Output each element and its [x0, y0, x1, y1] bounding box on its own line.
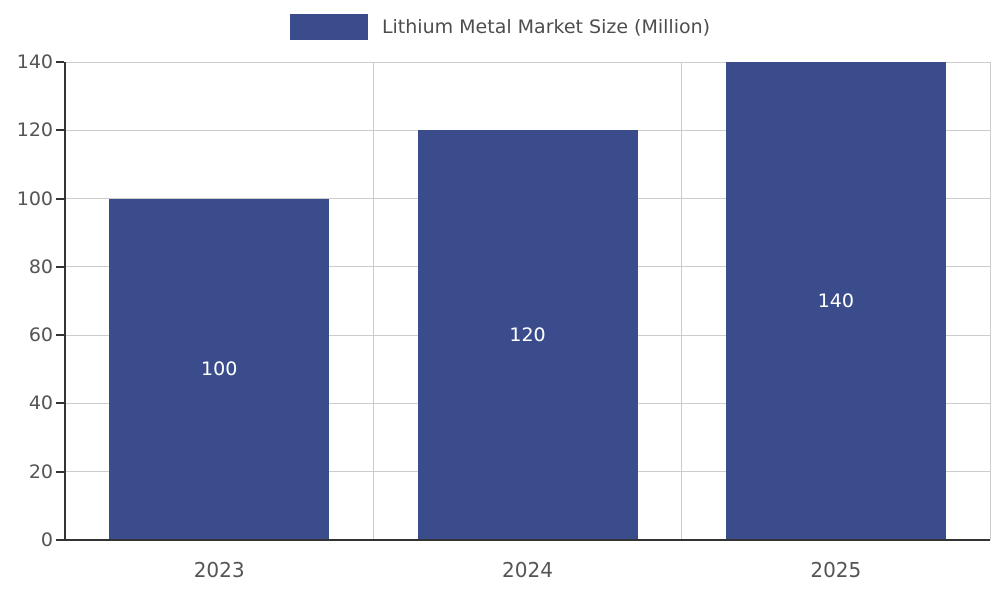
- plot-area: 0 20 40 60 80 100 120 140 100 120 140 2023 2024 2025: [17, 52, 991, 582]
- y-tick-label-60: 60: [28, 324, 53, 347]
- legend-label: Lithium Metal Market Size (Million): [381, 16, 711, 38]
- y-tick-mark-120: [56, 129, 64, 132]
- y-tick-mark-20: [56, 470, 64, 473]
- gridline-x-1: [372, 62, 374, 540]
- gridline-y-140: [65, 61, 990, 63]
- bar-2025: 140: [725, 62, 946, 540]
- y-tick-mark-100: [56, 197, 64, 200]
- x-tick-label-2025: 2025: [810, 558, 862, 582]
- bar-2024: 120: [417, 130, 638, 540]
- y-tick-mark-40: [56, 402, 64, 405]
- y-tick-label-40: 40: [28, 392, 53, 415]
- y-tick-mark-140: [56, 61, 64, 63]
- y-tick-label-100: 100: [16, 187, 53, 210]
- bar-value-label-2023: 100: [201, 358, 238, 381]
- bar-value-label-2024: 120: [509, 324, 546, 347]
- gridline-x-2: [681, 62, 683, 540]
- bar-2023: 100: [109, 198, 330, 540]
- y-tick-label-20: 20: [28, 460, 53, 483]
- x-tick-label-2023: 2023: [193, 558, 245, 582]
- chart-legend: Lithium Metal Market Size (Million): [0, 14, 1000, 40]
- y-tick-label-0: 0: [40, 529, 53, 551]
- y-tick-label-80: 80: [28, 255, 53, 278]
- y-axis-line: [64, 62, 66, 540]
- y-tick-mark-0: [56, 539, 64, 541]
- y-tick-mark-80: [56, 265, 64, 268]
- x-axis-line: [64, 539, 990, 541]
- bar-value-label-2025: 140: [817, 290, 854, 312]
- y-tick-label-140: 140: [16, 51, 53, 73]
- legend-swatch: [289, 14, 368, 40]
- y-tick-mark-60: [56, 334, 64, 337]
- y-tick-label-120: 120: [16, 119, 53, 142]
- x-tick-label-2024: 2024: [502, 558, 553, 582]
- gridline-x-3: [989, 62, 991, 540]
